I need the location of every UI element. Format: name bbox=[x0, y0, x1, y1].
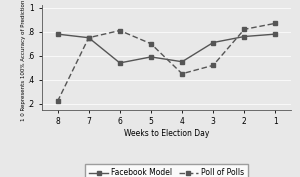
X-axis label: Weeks to Election Day: Weeks to Election Day bbox=[124, 129, 209, 138]
Legend: Facebook Model, Poll of Polls: Facebook Model, Poll of Polls bbox=[85, 164, 248, 177]
Y-axis label: 1 0 Represents 100% Accuracy of Prediction 1: 1 0 Represents 100% Accuracy of Predicti… bbox=[21, 0, 26, 121]
